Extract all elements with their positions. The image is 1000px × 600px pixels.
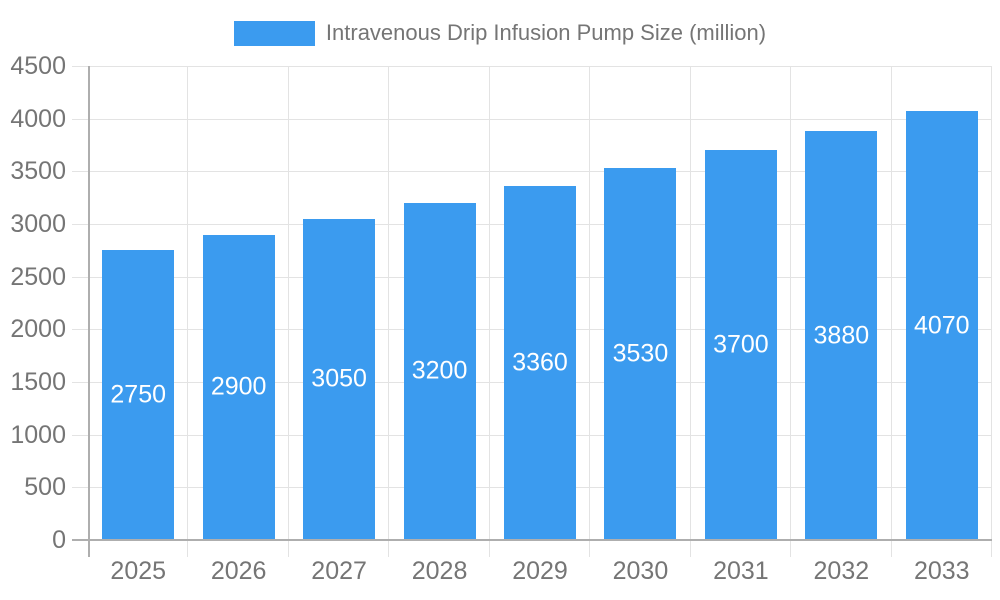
bar-value-label: 3200: [411, 356, 468, 385]
gridline: [88, 66, 992, 67]
bar[interactable]: 3050: [303, 218, 376, 540]
y-axis-tick: [72, 276, 88, 278]
y-axis-tick-label: 2000: [10, 315, 66, 344]
y-axis-tick-label: 1000: [10, 420, 66, 449]
plot-area: 2750 2900 3050 3200 3360 3530 3700 3880 4070: [72, 66, 992, 557]
y-axis-labels: 0 500 1000 1500 2000 2500 3000 3500 4000 4500: [0, 53, 66, 553]
x-axis-tick-label: 2029: [512, 557, 568, 585]
y-axis-tick: [72, 329, 88, 331]
y-axis-tick-label: 4500: [10, 52, 66, 80]
bar[interactable]: 3700: [704, 150, 777, 540]
y-axis-tick: [72, 171, 88, 173]
x-axis-tick-label: 2027: [311, 557, 367, 585]
y-axis-line: [88, 66, 90, 557]
bar-value-label: 4070: [913, 311, 970, 340]
x-axis-tick-label: 2033: [913, 557, 970, 585]
x-axis-tick-label: 2032: [813, 557, 870, 585]
gridline-vertical: [890, 66, 892, 557]
x-axis-tick-label: 2025: [110, 557, 167, 585]
y-axis-tick-label: 2500: [10, 262, 66, 291]
gridline-vertical: [187, 66, 189, 557]
gridline: [88, 118, 992, 120]
legend-swatch-icon: [233, 20, 315, 46]
x-axis-tick-label: 2026: [210, 557, 267, 585]
gridline-vertical: [790, 66, 792, 557]
y-axis-tick-label: 3500: [10, 157, 66, 186]
legend: Intravenous Drip Infusion Pump Size (mil…: [0, 19, 1000, 47]
y-axis-tick: [72, 434, 88, 436]
bar-value-label: 2750: [110, 380, 167, 409]
x-axis-baseline: [72, 539, 992, 541]
bar-value-label: 3880: [813, 321, 870, 350]
bar-value-label: 2900: [210, 372, 267, 401]
gridline-vertical: [991, 66, 992, 557]
x-axis-tick-label: 2030: [612, 557, 669, 585]
bar[interactable]: 2900: [202, 234, 275, 540]
bar-value-label: 3360: [512, 348, 568, 377]
y-axis-tick-label: 0: [52, 526, 66, 554]
legend-label: Intravenous Drip Infusion Pump Size (mil…: [325, 20, 767, 45]
y-axis-tick: [72, 224, 88, 225]
gridline-vertical: [388, 66, 390, 557]
bar-value-label: 3050: [311, 364, 367, 393]
gridline-vertical: [589, 66, 591, 557]
gridline-vertical: [488, 66, 490, 557]
bar[interactable]: 2750: [102, 250, 175, 540]
bar[interactable]: 3880: [805, 131, 878, 540]
y-axis-tick-label: 1500: [10, 368, 66, 396]
gridline-vertical: [287, 66, 289, 557]
y-axis-tick: [72, 118, 88, 120]
bar[interactable]: 3360: [504, 186, 576, 540]
y-axis-tick-label: 500: [24, 473, 66, 502]
bar[interactable]: 4070: [905, 111, 978, 540]
y-axis-tick: [72, 382, 88, 383]
bar-value-label: 3530: [612, 339, 669, 368]
y-axis-tick-label: 3000: [10, 210, 66, 238]
bar[interactable]: 3200: [403, 202, 476, 540]
bar[interactable]: 3530: [604, 168, 677, 540]
x-axis-labels: 2025 2026 2027 2028 2029 2030 2031 2032 2033: [88, 558, 992, 588]
gridline: [88, 171, 992, 173]
y-axis-tick: [72, 487, 88, 489]
y-axis-tick: [72, 66, 88, 67]
x-axis-tick-label: 2028: [411, 557, 468, 585]
y-axis-tick-label: 4000: [10, 104, 66, 133]
bar-value-label: 3700: [713, 330, 769, 359]
x-axis-tick-label: 2031: [713, 557, 769, 585]
gridline-vertical: [689, 66, 691, 557]
